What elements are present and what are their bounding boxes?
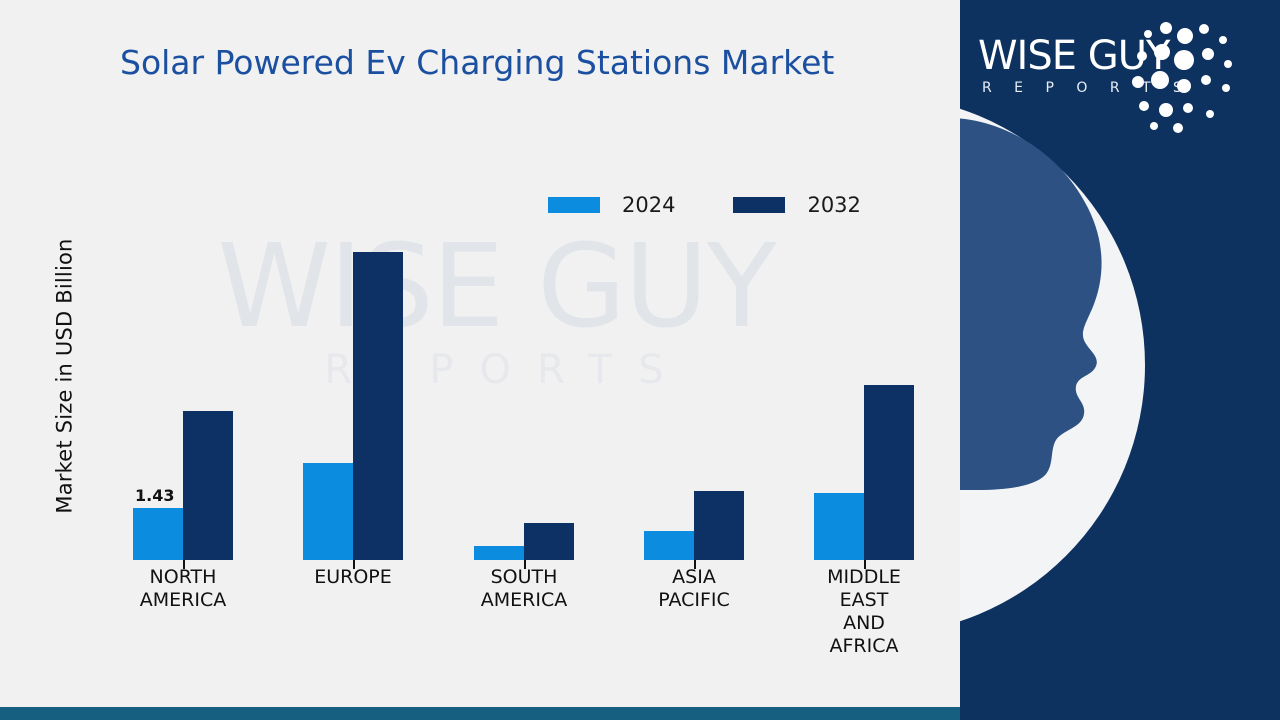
bar-2032[interactable]: [183, 411, 233, 560]
bar-2032[interactable]: [864, 385, 914, 560]
x-axis-category-label: NORTH AMERICA: [139, 566, 227, 611]
y-axis-title-label: Market Size in USD Billion: [53, 238, 77, 514]
x-axis-tick: [353, 560, 355, 569]
legend-swatch-2024: [548, 197, 600, 213]
x-axis-category-label: EUROPE: [314, 566, 392, 588]
bar-2032[interactable]: [353, 252, 403, 560]
legend-label-2032: 2032: [807, 193, 861, 217]
legend-swatch-2032: [733, 197, 786, 213]
x-axis-tick: [864, 560, 866, 569]
dot-cluster-icon: [1132, 22, 1232, 133]
x-axis-category-label: SOUTH AMERICA: [480, 566, 568, 611]
bar-group: MIDDLE EAST AND AFRICA: [814, 200, 914, 657]
page-title: Solar Powered Ev Charging Stations Marke…: [120, 43, 835, 82]
legend-label-2024: 2024: [622, 193, 676, 217]
bar-pair: [303, 252, 403, 560]
x-axis-tick: [524, 560, 526, 569]
head-silhouette-icon: [960, 118, 1102, 490]
bar-chart-plot-area: 1.43 NORTH AMERICA EUROPE SOUTH AMERICA ASIA…: [96, 200, 926, 657]
x-axis-tick: [183, 560, 185, 569]
bar-2024[interactable]: [814, 493, 864, 560]
bar-2024[interactable]: [133, 508, 183, 560]
x-axis-tick: [694, 560, 696, 569]
bar-group: EUROPE: [303, 200, 403, 588]
bar-pair: [474, 523, 574, 560]
x-axis-category-label: MIDDLE EAST AND AFRICA: [827, 566, 901, 657]
logo-subtitle: R E P O R T S: [982, 80, 1191, 96]
legend-item-2024[interactable]: 2024: [548, 193, 675, 217]
chart-legend: 2024 2032: [548, 193, 861, 217]
bar-group: ASIA PACIFIC: [644, 200, 744, 611]
bar-group: SOUTH AMERICA: [474, 200, 574, 611]
brand-panel: WISE GUY R E P O R T S: [960, 0, 1280, 720]
bar-2024[interactable]: [303, 463, 353, 560]
x-axis-category-label: ASIA PACIFIC: [658, 566, 730, 611]
bar-pair: [133, 411, 233, 560]
bar-value-label: 1.43: [135, 486, 175, 505]
bottom-accent-strip: [0, 707, 960, 720]
legend-item-2032[interactable]: 2032: [733, 193, 861, 217]
y-axis-title: Market Size in USD Billion: [48, 196, 82, 556]
bar-2024[interactable]: [474, 546, 524, 560]
bar-pair: [814, 385, 914, 560]
bar-2024[interactable]: [644, 531, 694, 560]
bar-2032[interactable]: [524, 523, 574, 560]
bar-2032[interactable]: [694, 491, 744, 560]
bar-group: 1.43 NORTH AMERICA: [133, 200, 233, 611]
bar-pair: [644, 491, 744, 560]
